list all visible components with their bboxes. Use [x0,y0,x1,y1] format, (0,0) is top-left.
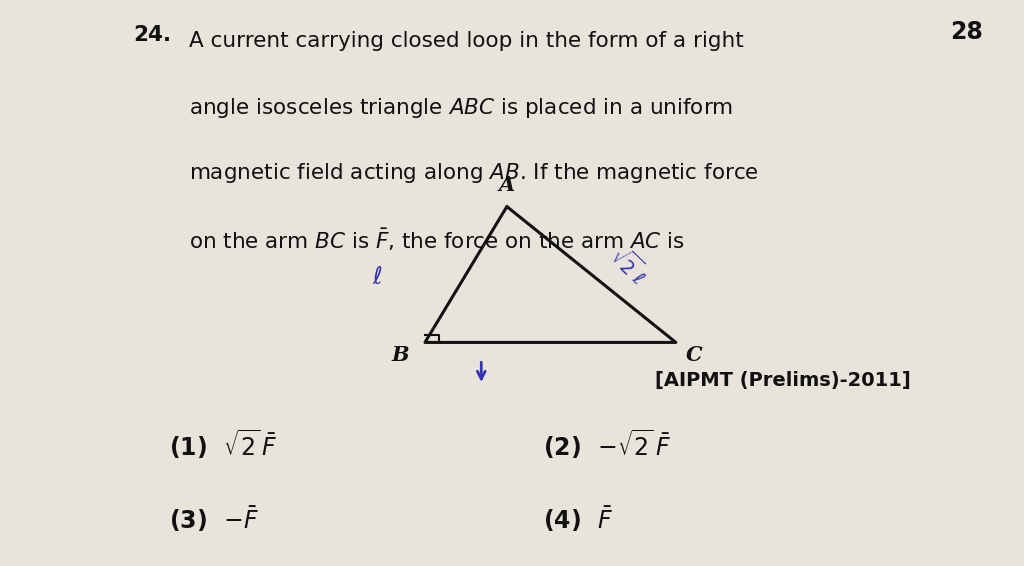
Text: (4)  $\bar{F}$: (4) $\bar{F}$ [543,504,613,534]
Text: A: A [499,175,515,195]
Text: B: B [392,345,410,365]
Text: magnetic field acting along $\it{AB}$. If the magnetic force: magnetic field acting along $\it{AB}$. I… [189,161,760,185]
Text: $\sqrt{2}\,\ell$: $\sqrt{2}\,\ell$ [604,242,652,290]
Text: angle isosceles triangle $\it{ABC}$ is placed in a uniform: angle isosceles triangle $\it{ABC}$ is p… [189,96,733,120]
Text: 28: 28 [950,20,983,44]
Text: 24.: 24. [133,25,171,45]
Text: A current carrying closed loop in the form of a right: A current carrying closed loop in the fo… [189,31,744,51]
Text: (3)  $-\bar{F}$: (3) $-\bar{F}$ [169,504,259,534]
Text: $\ell$: $\ell$ [372,266,382,289]
Text: (2)  $-\sqrt{2}\,\bar{F}$: (2) $-\sqrt{2}\,\bar{F}$ [543,427,672,461]
Text: (1)  $\sqrt{2}\,\bar{F}$: (1) $\sqrt{2}\,\bar{F}$ [169,427,278,461]
Text: on the arm $\it{BC}$ is $\it{\bar{F}}$, the force on the arm $\it{AC}$ is: on the arm $\it{BC}$ is $\it{\bar{F}}$, … [189,226,685,252]
Text: C: C [686,345,702,365]
Text: [AIPMT (Prelims)-2011]: [AIPMT (Prelims)-2011] [655,371,911,390]
